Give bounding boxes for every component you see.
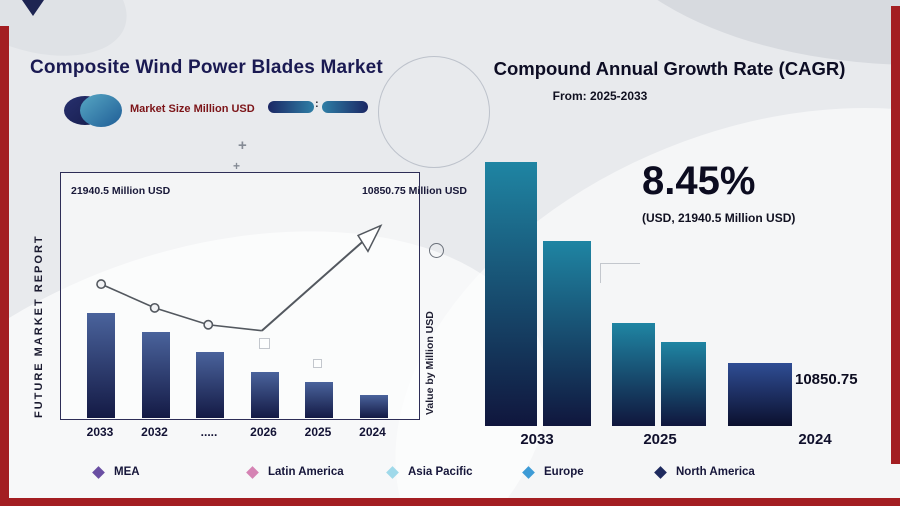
pill-decor xyxy=(322,101,368,113)
value-axis-label: Value by Million USD xyxy=(424,311,436,415)
cagr-bar-group xyxy=(612,323,706,426)
market-size-bar xyxy=(87,313,115,418)
cagr-bar-group xyxy=(485,162,591,426)
legend-diamond xyxy=(386,465,399,479)
market-size-bar xyxy=(250,372,279,418)
corner-flag-decor xyxy=(22,0,44,16)
bottom-accent-bar xyxy=(0,498,900,506)
legend-diamond xyxy=(522,465,535,479)
market-size-bar xyxy=(359,395,388,418)
cagr-x-label: 2024 xyxy=(798,431,832,448)
legend-diamond xyxy=(246,465,259,479)
decor-square xyxy=(313,359,322,368)
right-accent-bar xyxy=(891,6,900,464)
market-size-bar xyxy=(305,382,333,418)
start-value-label: 21940.5 Million USD xyxy=(71,185,171,197)
left-accent-bar xyxy=(0,26,9,506)
cagr-bar-value-label: 10850.75 xyxy=(795,371,858,388)
end-value-label: 10850.75 Million USD xyxy=(361,185,467,197)
legend-diamond xyxy=(92,465,105,479)
legend-label: Europe xyxy=(544,466,584,478)
legend-item-north-america: North America xyxy=(654,465,755,479)
cagr-bar xyxy=(612,323,655,426)
cagr-title: Compound Annual Growth Rate (CAGR) xyxy=(493,58,846,79)
market-size-bars xyxy=(61,173,419,419)
series-label: Market Size Million USD xyxy=(130,103,255,115)
watermark-label: FUTURE MARKET REPORT xyxy=(33,234,45,418)
region-legend: MEA Latin America Asia Pacific Europe No… xyxy=(0,465,900,488)
market-size-chart: 21940.5 Million USD 10850.75 Million USD xyxy=(60,172,467,420)
cagr-bar xyxy=(485,162,537,426)
market-size-x-label: 2032 xyxy=(141,425,168,439)
market-size-x-label: 2026 xyxy=(250,425,277,439)
market-size-x-label: 2033 xyxy=(86,425,114,439)
legend-item-mea: MEA xyxy=(92,465,140,479)
axis-decor-circle-icon xyxy=(429,243,444,258)
cagr-x-label: 2025 xyxy=(643,431,677,448)
cylinder-icon xyxy=(64,94,124,127)
cagr-x-label: 2033 xyxy=(520,431,554,448)
legend-item-latin-america: Latin America xyxy=(246,465,344,479)
plus-decor: + xyxy=(238,137,247,154)
legend-label: MEA xyxy=(114,466,140,478)
decor-ring xyxy=(378,56,490,168)
market-size-bar xyxy=(196,352,224,418)
cagr-value: 8.45% xyxy=(642,159,756,203)
pill-decor xyxy=(268,101,314,113)
market-size-x-label: 2024 xyxy=(359,425,386,439)
background-band xyxy=(590,0,900,65)
cagr-bar-group xyxy=(728,363,792,426)
legend-item-europe: Europe xyxy=(522,465,584,479)
cagr-bar xyxy=(543,241,591,426)
market-size-x-label: ..... xyxy=(200,425,218,439)
cagr-from-label: From: 2025-2033 xyxy=(552,89,648,103)
cagr-bar xyxy=(661,342,706,426)
trend-line xyxy=(96,224,383,332)
legend-item-asia-pacific: Asia Pacific xyxy=(386,465,473,479)
cagr-bar xyxy=(728,363,792,426)
cagr-bars xyxy=(470,150,880,426)
decor-square xyxy=(259,338,270,349)
market-size-x-labels: 2033 2032..... 2026 2025 2024 xyxy=(60,425,420,443)
market-size-bar xyxy=(141,332,170,418)
legend-label: Asia Pacific xyxy=(408,466,473,478)
market-size-x-label: 2025 xyxy=(304,425,332,439)
cagr-note: (USD, 21940.5 Million USD) xyxy=(642,211,796,225)
page-title: Composite Wind Power Blades Market xyxy=(30,57,383,78)
legend-label: North America xyxy=(676,466,755,478)
cagr-x-labels: 2033 2025 2024 xyxy=(470,431,880,453)
legend-diamond xyxy=(654,465,667,479)
bracket-decor xyxy=(600,263,640,283)
pill-separator: : xyxy=(315,98,319,110)
legend-label: Latin America xyxy=(268,466,344,478)
cylinder-front xyxy=(80,94,122,127)
plus-decor: + xyxy=(233,159,241,173)
